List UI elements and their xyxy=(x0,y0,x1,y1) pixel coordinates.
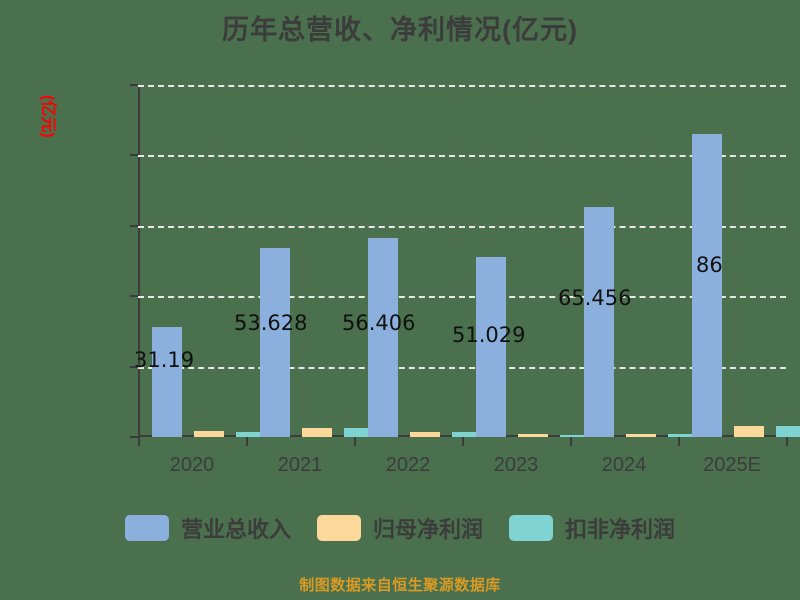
legend-item-deducted-profit[interactable]: 扣非净利润 xyxy=(509,512,675,544)
bar-deducted-2023[interactable] xyxy=(560,435,590,437)
y-tick-mark-100 xyxy=(130,84,138,86)
x-category-2024: 2024 xyxy=(601,454,647,476)
bar-groups: 31.19 2020 53.628 2021 xyxy=(134,85,800,476)
bar-revenue-2025E[interactable] xyxy=(692,134,722,437)
bar-netprofit-2023[interactable] xyxy=(518,434,548,437)
gridline-100 xyxy=(138,85,786,87)
bar-deducted-2022[interactable] xyxy=(452,432,482,437)
x-category-2025E: 2025E xyxy=(703,454,761,476)
bar-netprofit-2024[interactable] xyxy=(626,433,656,437)
bar-netprofit-2021[interactable] xyxy=(302,427,332,437)
bars-row-2020 xyxy=(138,85,266,437)
legend-label-revenue: 营业总收入 xyxy=(180,517,291,542)
bar-group-2025E[interactable]: 86 2025E xyxy=(678,85,800,476)
bar-deducted-2021[interactable] xyxy=(344,428,374,437)
bar-netprofit-2025E[interactable] xyxy=(734,426,764,437)
value-label-2022: 56.406 xyxy=(342,311,416,335)
legend-swatch-deducted-profit-icon xyxy=(509,515,553,541)
bars-row-2024 xyxy=(570,85,698,437)
bar-revenue-2022[interactable] xyxy=(368,238,398,437)
value-label-2021: 53.628 xyxy=(234,311,308,335)
bar-group-2021[interactable]: 53.628 2021 xyxy=(234,85,374,476)
x-tick-2020 xyxy=(138,437,140,446)
gridline-40 xyxy=(138,296,786,299)
bar-deducted-2025E[interactable] xyxy=(776,426,800,437)
bar-netprofit-2022[interactable] xyxy=(410,431,440,437)
x-tick-2022 xyxy=(354,437,356,446)
y-tick-mark-20 xyxy=(130,365,138,368)
legend-label-net-profit: 归母净利润 xyxy=(372,517,483,542)
x-category-2022: 2022 xyxy=(385,454,431,476)
legend-item-net-profit[interactable]: 归母净利润 xyxy=(316,512,483,544)
value-label-2025E: 86 xyxy=(696,253,723,277)
y-axis-line xyxy=(138,85,140,437)
bars-row-2022 xyxy=(354,85,482,437)
legend-item-revenue[interactable]: 营业总收入 xyxy=(124,512,291,544)
bars-row-2021 xyxy=(246,85,374,437)
chart-title: 历年总营收、净利情况(亿元) xyxy=(222,15,578,45)
value-label-2024: 65.456 xyxy=(558,286,632,310)
y-tick-mark-40 xyxy=(130,295,138,298)
bar-group-2022[interactable]: 56.406 2022 xyxy=(342,85,482,476)
x-tick-2023 xyxy=(462,437,464,446)
bar-group-2020[interactable]: 31.19 2020 xyxy=(134,85,266,476)
value-label-2023: 51.029 xyxy=(452,323,526,347)
bars-row-2023 xyxy=(462,85,590,437)
source-note: 制图数据来自恒生聚源数据库 xyxy=(299,577,501,594)
bar-revenue-2024[interactable] xyxy=(584,206,614,437)
bar-group-2024[interactable]: 65.456 2024 xyxy=(558,85,698,476)
y-axis-title: (亿元) xyxy=(39,95,56,138)
x-category-2023: 2023 xyxy=(493,454,539,476)
legend-swatch-net-profit-icon xyxy=(316,515,361,541)
x-tick-2021 xyxy=(246,437,248,446)
legend-label-deducted-profit: 扣非净利润 xyxy=(565,517,676,542)
bar-netprofit-2020[interactable] xyxy=(194,431,224,437)
gridline-80 xyxy=(138,155,786,158)
x-tick-2025E xyxy=(678,437,680,446)
x-tick-end xyxy=(786,437,788,446)
bar-group-2023[interactable]: 51.029 2023 xyxy=(452,85,590,476)
bar-revenue-2020[interactable] xyxy=(152,327,182,437)
value-label-2020: 31.19 xyxy=(134,348,195,372)
bars-row-2025E xyxy=(678,85,800,437)
chart-legend: 营业总收入 归母净利润 扣非净利润 xyxy=(0,512,800,544)
y-tick-mark-60 xyxy=(130,224,138,227)
gridline-60 xyxy=(138,225,786,228)
legend-swatch-revenue-icon xyxy=(124,515,169,541)
x-tick-2024 xyxy=(570,437,572,446)
gridline-20 xyxy=(138,366,786,369)
bar-revenue-2023[interactable] xyxy=(476,257,506,437)
bar-deducted-2020[interactable] xyxy=(236,432,266,437)
x-category-2020: 2020 xyxy=(169,454,215,476)
bar-revenue-2021[interactable] xyxy=(260,248,290,437)
y-tick-mark-80 xyxy=(130,154,138,157)
y-tick-mark-0 xyxy=(130,436,138,438)
plot-area: 100 80 60 40 20 0 31.19 202 xyxy=(130,84,800,476)
bar-deducted-2024[interactable] xyxy=(668,434,698,437)
x-category-2021: 2021 xyxy=(277,454,323,476)
